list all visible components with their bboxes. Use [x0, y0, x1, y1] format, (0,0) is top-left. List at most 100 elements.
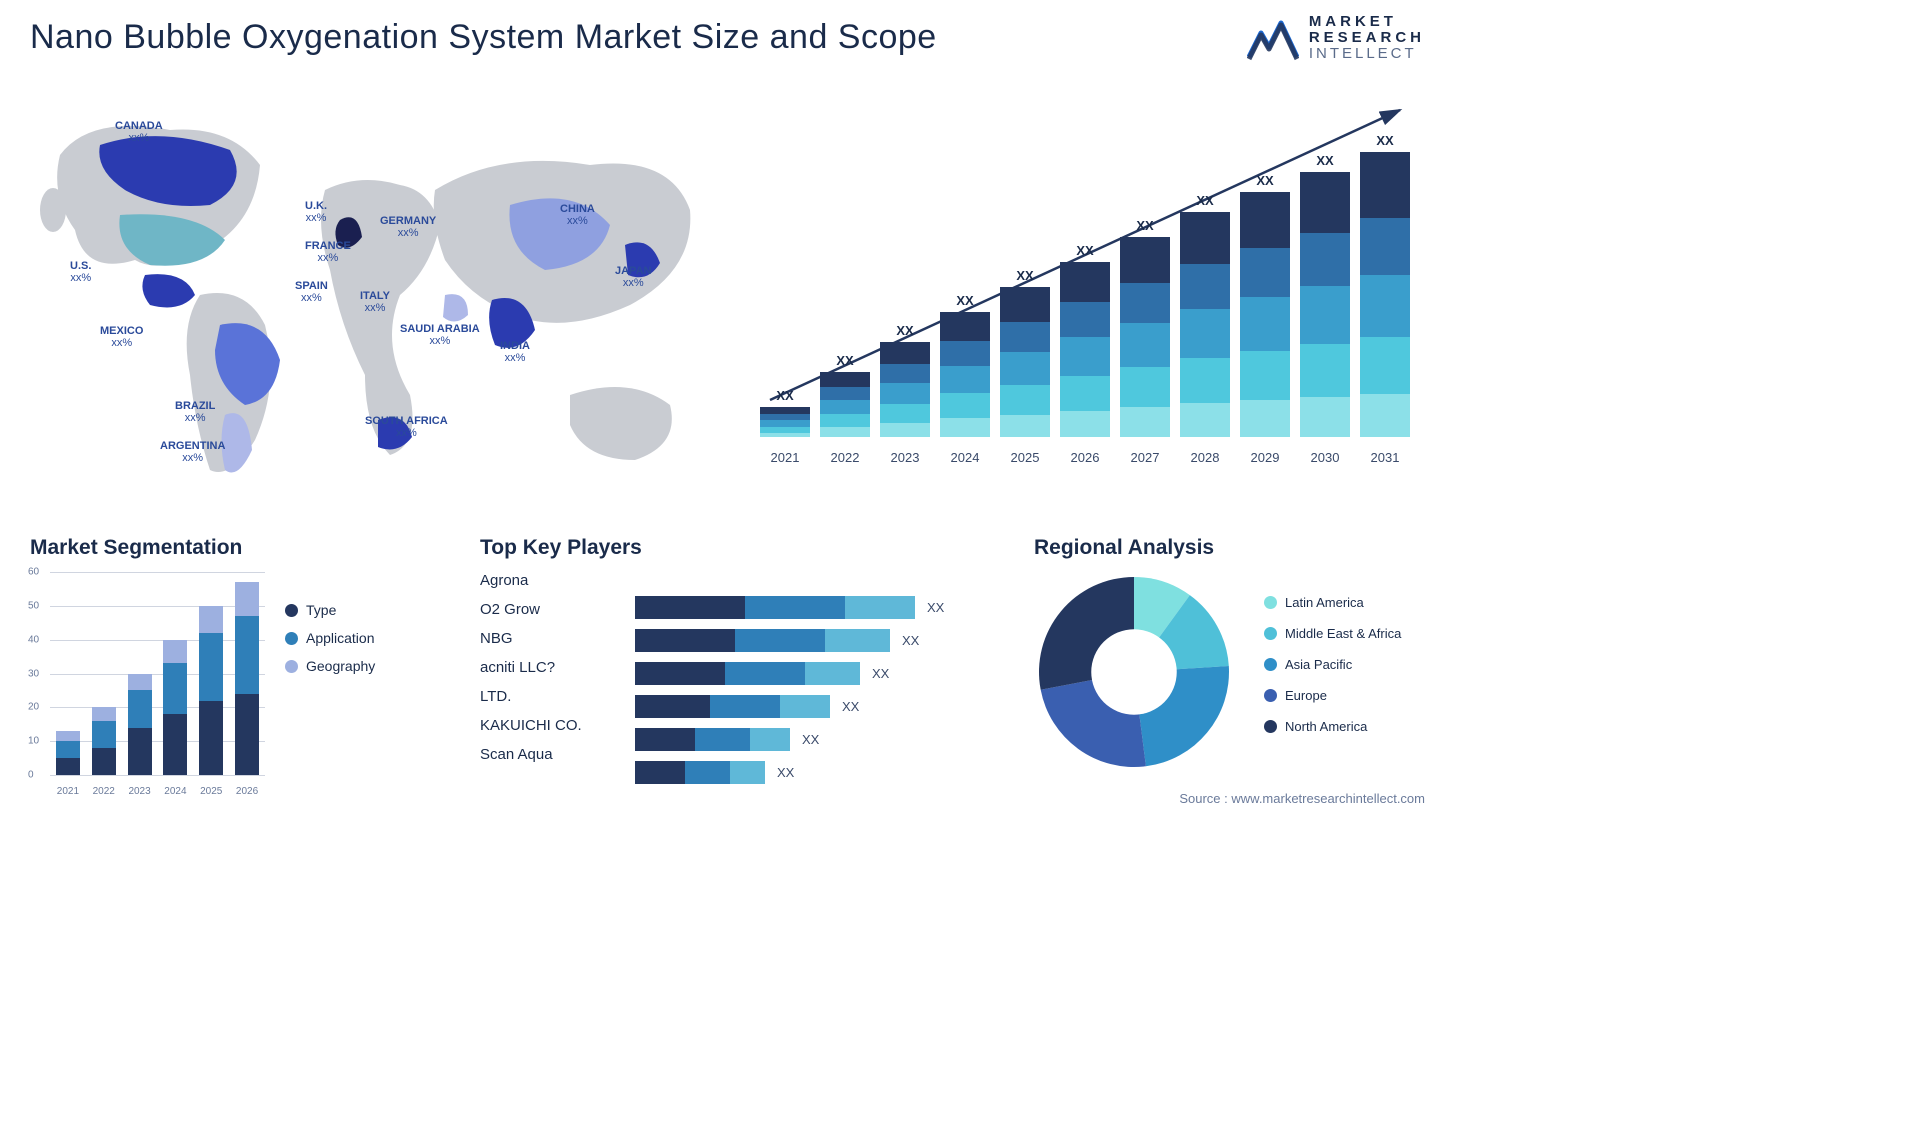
player-bar-row: XX — [635, 761, 1010, 784]
x-tick-label: 2025 — [1000, 450, 1050, 465]
legend-label: Geography — [306, 658, 375, 674]
x-tick-label: 2022 — [93, 786, 115, 797]
forecast-bar: XX — [1120, 218, 1170, 437]
legend-label: Europe — [1285, 688, 1327, 703]
x-tick-label: 2027 — [1120, 450, 1170, 465]
player-name: O2 Grow — [480, 601, 615, 618]
key-players-list: AgronaO2 GrowNBGacniti LLC?LTD.KAKUICHI … — [480, 572, 615, 794]
segmentation-bar — [163, 640, 187, 775]
x-tick-label: 2023 — [880, 450, 930, 465]
legend-item: Type — [285, 602, 375, 618]
forecast-bar: XX — [1180, 193, 1230, 437]
logo-line1: MARKET — [1309, 14, 1425, 30]
map-country-label: SAUDI ARABIAxx% — [400, 323, 480, 347]
x-tick-label: 2021 — [760, 450, 810, 465]
bar-value-label: XX — [1016, 268, 1033, 283]
y-tick-label: 40 — [28, 634, 39, 645]
legend-label: Latin America — [1285, 595, 1364, 610]
player-bar-row: XX — [635, 629, 1010, 652]
x-tick-label: 2022 — [820, 450, 870, 465]
forecast-bar: XX — [1360, 133, 1410, 437]
page-title: Nano Bubble Oxygenation System Market Si… — [30, 18, 937, 57]
forecast-bar-chart: XX XX XX XX XX XX XX XX XX XX XX 2021 2022 2023 2024 2… — [760, 95, 1410, 465]
regional-legend: Latin America Middle East & Africa Asia Pa… — [1264, 595, 1401, 750]
player-value: XX — [927, 600, 944, 615]
x-tick-label: 2023 — [128, 786, 150, 797]
player-value: XX — [802, 732, 819, 747]
bar-value-label: XX — [1376, 133, 1393, 148]
bar-value-label: XX — [1136, 218, 1153, 233]
legend-item: Europe — [1264, 688, 1401, 703]
forecast-bar: XX — [760, 388, 810, 437]
bar-value-label: XX — [1256, 173, 1273, 188]
legend-item: Middle East & Africa — [1264, 626, 1401, 641]
y-tick-label: 10 — [28, 736, 39, 747]
y-tick-label: 20 — [28, 702, 39, 713]
logo-line3: INTELLECT — [1309, 46, 1425, 62]
segmentation-bar — [128, 674, 152, 775]
player-bar-row: XX — [635, 695, 1010, 718]
map-country-label: BRAZILxx% — [175, 400, 215, 424]
segmentation-bar — [92, 707, 116, 775]
legend-label: Type — [306, 602, 336, 618]
map-country-label: GERMANYxx% — [380, 215, 436, 239]
segmentation-chart: 202120222023202420252026 0102030405060 — [30, 572, 265, 797]
player-name: KAKUICHI CO. — [480, 717, 615, 734]
map-country-label: U.S.xx% — [70, 260, 91, 284]
map-country-label: ARGENTINAxx% — [160, 440, 225, 464]
bar-value-label: XX — [1196, 193, 1213, 208]
player-value: XX — [777, 765, 794, 780]
player-bar-row: XX — [635, 662, 1010, 685]
x-tick-label: 2025 — [200, 786, 222, 797]
bar-value-label: XX — [896, 323, 913, 338]
x-tick-label: 2024 — [940, 450, 990, 465]
player-value: XX — [842, 699, 859, 714]
map-country-label: U.K.xx% — [305, 200, 327, 224]
map-country-label: CHINAxx% — [560, 203, 595, 227]
y-tick-label: 60 — [28, 567, 39, 578]
segmentation-bar — [235, 582, 259, 775]
x-tick-label: 2024 — [164, 786, 186, 797]
legend-label: Asia Pacific — [1285, 657, 1352, 672]
logo-line2: RESEARCH — [1309, 30, 1425, 46]
forecast-bar: XX — [820, 353, 870, 437]
legend-label: Middle East & Africa — [1285, 626, 1401, 641]
legend-dot-icon — [1264, 596, 1277, 609]
regional-title: Regional Analysis — [1034, 536, 1429, 560]
x-tick-label: 2021 — [57, 786, 79, 797]
bar-value-label: XX — [956, 293, 973, 308]
key-players-section: Top Key Players AgronaO2 GrowNBGacniti L… — [480, 536, 1010, 794]
player-bar-row: XX — [635, 596, 1010, 619]
segmentation-title: Market Segmentation — [30, 536, 430, 560]
legend-item: North America — [1264, 719, 1401, 734]
legend-dot-icon — [1264, 627, 1277, 640]
segmentation-bar — [56, 731, 80, 775]
legend-item: Latin America — [1264, 595, 1401, 610]
forecast-bar: XX — [1060, 243, 1110, 437]
x-tick-label: 2026 — [236, 786, 258, 797]
bar-value-label: XX — [1076, 243, 1093, 258]
legend-item: Application — [285, 630, 375, 646]
x-tick-label: 2030 — [1300, 450, 1350, 465]
regional-donut — [1034, 572, 1234, 772]
regional-section: Regional Analysis Latin America Middle Ea… — [1034, 536, 1429, 772]
forecast-bar: XX — [1300, 153, 1350, 437]
map-country-label: MEXICOxx% — [100, 325, 143, 349]
legend-dot-icon — [285, 632, 298, 645]
map-country-label: CANADAxx% — [115, 120, 163, 144]
legend-dot-icon — [285, 604, 298, 617]
x-tick-label: 2028 — [1180, 450, 1230, 465]
player-name: LTD. — [480, 688, 615, 705]
segmentation-bar — [199, 606, 223, 775]
x-tick-label: 2026 — [1060, 450, 1110, 465]
player-name: Agrona — [480, 572, 615, 589]
y-tick-label: 50 — [28, 600, 39, 611]
map-country-label: ITALYxx% — [360, 290, 390, 314]
player-name: NBG — [480, 630, 615, 647]
x-tick-label: 2029 — [1240, 450, 1290, 465]
bar-value-label: XX — [836, 353, 853, 368]
segmentation-legend: Type Application Geography — [285, 602, 375, 686]
legend-item: Asia Pacific — [1264, 657, 1401, 672]
forecast-bar: XX — [940, 293, 990, 437]
bar-value-label: XX — [776, 388, 793, 403]
